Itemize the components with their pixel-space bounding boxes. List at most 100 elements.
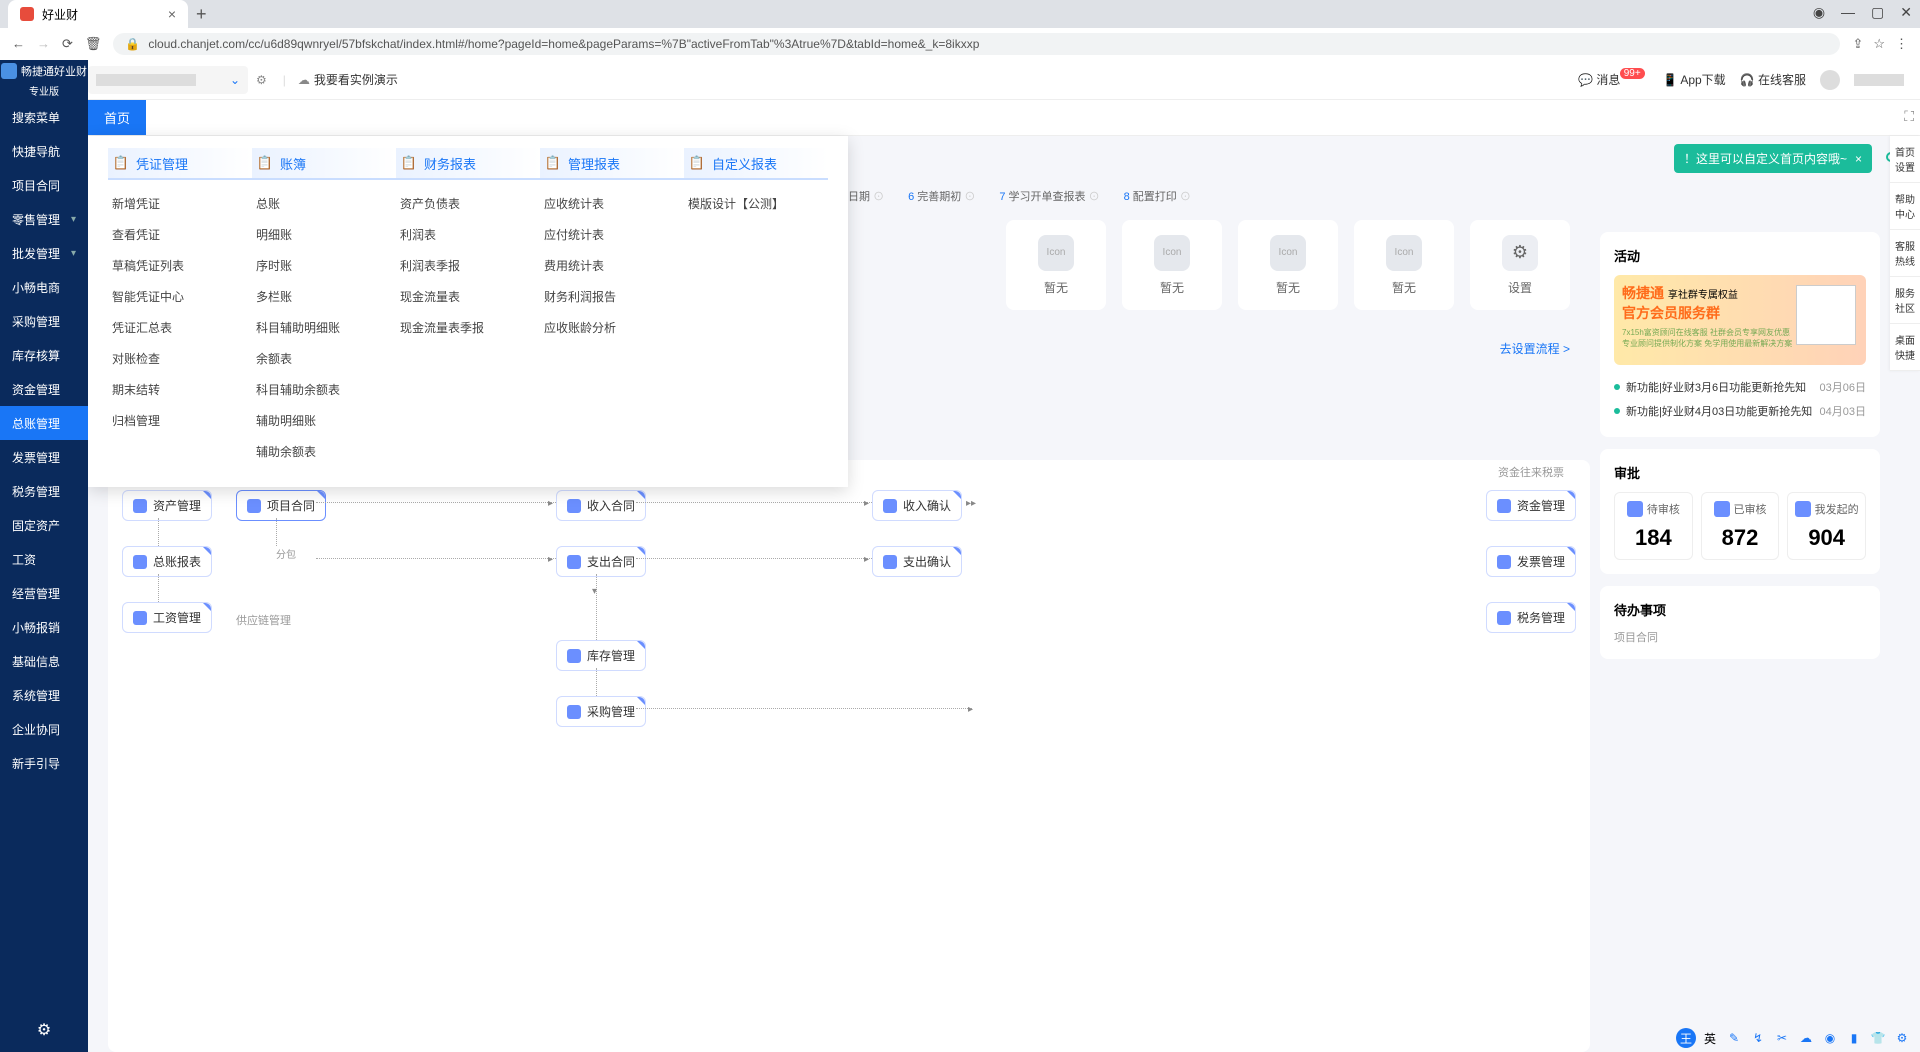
promo-banner[interactable]: 畅捷通 享社群专属权益 官方会员服务群 7x15h富资顾问在线客服 社群会员专享… xyxy=(1614,275,1866,365)
message-button[interactable]: 💬 消息 99+ xyxy=(1578,71,1649,88)
sidebar-item[interactable]: 库存核算 xyxy=(0,338,88,372)
mega-item[interactable]: 科目辅助明细账 xyxy=(252,312,396,343)
node-expense-contract[interactable]: 支出合同 xyxy=(556,546,646,577)
minimize-icon[interactable]: — xyxy=(1841,4,1855,21)
node-asset[interactable]: 资产管理 xyxy=(122,490,212,521)
tab-home[interactable]: 首页 xyxy=(88,100,146,135)
dock-item[interactable]: 桌面快捷 xyxy=(1890,324,1920,371)
mega-item[interactable]: 期末结转 xyxy=(108,374,252,405)
node-expense-confirm[interactable]: 支出确认 xyxy=(872,546,962,577)
mega-item[interactable]: 总账 xyxy=(252,188,396,219)
sidebar-item[interactable]: 固定资产 xyxy=(0,508,88,542)
mega-item[interactable]: 查看凭证 xyxy=(108,219,252,250)
sidebar-item[interactable]: 项目合同 xyxy=(0,168,88,202)
sidebar-item[interactable]: 发票管理 xyxy=(0,440,88,474)
empty-card[interactable]: Icon暂无 xyxy=(1006,220,1106,310)
mega-item[interactable]: 明细账 xyxy=(252,219,396,250)
mega-item[interactable]: 新增凭证 xyxy=(108,188,252,219)
mega-item[interactable]: 利润表 xyxy=(396,219,540,250)
node-fund[interactable]: 资金管理 xyxy=(1486,490,1576,521)
node-income-confirm[interactable]: 收入确认 xyxy=(872,490,962,521)
step-item[interactable]: 8 配置打印 ⊙ xyxy=(1124,188,1191,204)
maximize-icon[interactable]: ▢ xyxy=(1871,4,1884,21)
dock-item[interactable]: 服务社区 xyxy=(1890,277,1920,324)
dock-item[interactable]: 首页设置 xyxy=(1890,136,1920,183)
approval-card[interactable]: 待审核184 xyxy=(1614,492,1693,560)
record-icon[interactable]: ◉ xyxy=(1820,1028,1840,1048)
node-tax[interactable]: 税务管理 xyxy=(1486,602,1576,633)
sidebar-item[interactable]: 企业协同 xyxy=(0,712,88,746)
node-purchase[interactable]: 采购管理 xyxy=(556,696,646,727)
mega-item[interactable]: 智能凭证中心 xyxy=(108,281,252,312)
sidebar-item[interactable]: 系统管理 xyxy=(0,678,88,712)
back-icon[interactable]: ← xyxy=(12,36,25,52)
settings-card[interactable]: ⚙设置 xyxy=(1470,220,1570,310)
mega-item[interactable]: 多栏账 xyxy=(252,281,396,312)
ime-label[interactable]: 英 xyxy=(1700,1028,1720,1048)
node-proj-contract[interactable]: 项目合同 xyxy=(236,490,326,521)
sidebar-item[interactable]: 批发管理▾ xyxy=(0,236,88,270)
url-input[interactable]: 🔒 cloud.chanjet.com/cc/u6d89qwnryel/57bf… xyxy=(113,33,1840,55)
forward-icon[interactable]: → xyxy=(37,36,50,52)
empty-card[interactable]: Icon暂无 xyxy=(1354,220,1454,310)
node-invoice[interactable]: 发票管理 xyxy=(1486,546,1576,577)
mega-item[interactable]: 费用统计表 xyxy=(540,250,684,281)
scissors-icon[interactable]: ✂ xyxy=(1772,1028,1792,1048)
node-ledger[interactable]: 总账报表 xyxy=(122,546,212,577)
cloud-icon[interactable]: ☁ xyxy=(1796,1028,1816,1048)
service-button[interactable]: 🎧 在线客服 xyxy=(1740,71,1806,88)
sidebar-item[interactable]: 基础信息 xyxy=(0,644,88,678)
mega-item[interactable]: 凭证汇总表 xyxy=(108,312,252,343)
mega-item[interactable]: 应收账龄分析 xyxy=(540,312,684,343)
sidebar-item[interactable]: 搜索菜单 xyxy=(0,100,88,134)
mega-item[interactable]: 利润表季报 xyxy=(396,250,540,281)
sidebar-item[interactable]: 税务管理 xyxy=(0,474,88,508)
news-item[interactable]: 新功能|好业财4月03日功能更新抢先知04月03日 xyxy=(1614,399,1866,423)
gear-icon[interactable]: ⚙ xyxy=(256,73,267,87)
mega-item[interactable]: 归档管理 xyxy=(108,405,252,436)
download-button[interactable]: 📱 App下载 xyxy=(1663,71,1726,88)
star-icon[interactable]: ☆ xyxy=(1873,36,1885,52)
app-icon[interactable]: ◉ xyxy=(1813,4,1825,21)
node-income-contract[interactable]: 收入合同 xyxy=(556,490,646,521)
close-icon[interactable]: × xyxy=(168,6,176,22)
flow-config-link[interactable]: 去设置流程 > xyxy=(1500,340,1570,357)
mega-item[interactable]: 资产负债表 xyxy=(396,188,540,219)
mega-item[interactable]: 现金流量表 xyxy=(396,281,540,312)
trash-icon[interactable]: 🗑 xyxy=(85,36,102,52)
node-salary[interactable]: 工资管理 xyxy=(122,602,212,633)
share-icon[interactable]: ⇪ xyxy=(1852,36,1863,52)
dock-item[interactable]: 帮助中心 xyxy=(1890,183,1920,230)
dock-item[interactable]: 客服热线 xyxy=(1890,230,1920,277)
step-item[interactable]: 6 完善期初 ⊙ xyxy=(908,188,975,204)
settings-icon[interactable]: ⚙ xyxy=(0,1020,88,1040)
sidebar-item[interactable]: 经营管理 xyxy=(0,576,88,610)
approval-card[interactable]: 已审核872 xyxy=(1701,492,1780,560)
new-tab-button[interactable]: + xyxy=(196,4,207,25)
user-badge-icon[interactable]: 王 xyxy=(1676,1028,1696,1048)
approval-card[interactable]: 我发起的904 xyxy=(1787,492,1866,560)
edit-icon[interactable]: ✎ xyxy=(1724,1028,1744,1048)
empty-card[interactable]: Icon暂无 xyxy=(1238,220,1338,310)
sidebar-item[interactable]: 快捷导航 xyxy=(0,134,88,168)
sidebar-item[interactable]: 小畅电商 xyxy=(0,270,88,304)
shirt-icon[interactable]: 👕 xyxy=(1868,1028,1888,1048)
sidebar-item[interactable]: 总账管理 xyxy=(0,406,88,440)
mega-item[interactable]: 财务利润报告 xyxy=(540,281,684,312)
sidebar-item[interactable]: 零售管理▾ xyxy=(0,202,88,236)
sidebar-item[interactable]: 小畅报销 xyxy=(0,610,88,644)
mega-item[interactable]: 对账检查 xyxy=(108,343,252,374)
reload-icon[interactable]: ⟳ xyxy=(62,36,73,52)
step-item[interactable]: 日期 ⊙ xyxy=(848,188,884,204)
mega-item[interactable]: 辅助明细账 xyxy=(252,405,396,436)
org-selector[interactable]: ⌄ xyxy=(88,66,248,94)
node-stock[interactable]: 库存管理 xyxy=(556,640,646,671)
empty-card[interactable]: Icon暂无 xyxy=(1122,220,1222,310)
close-window-icon[interactable]: ✕ xyxy=(1900,4,1912,21)
mega-item[interactable]: 辅助余额表 xyxy=(252,436,396,467)
menu-icon[interactable]: ⋮ xyxy=(1895,36,1908,52)
mega-item[interactable]: 现金流量表季报 xyxy=(396,312,540,343)
mega-item[interactable]: 应付统计表 xyxy=(540,219,684,250)
mega-item[interactable]: 序时账 xyxy=(252,250,396,281)
gear-icon[interactable]: ⚙ xyxy=(1892,1028,1912,1048)
